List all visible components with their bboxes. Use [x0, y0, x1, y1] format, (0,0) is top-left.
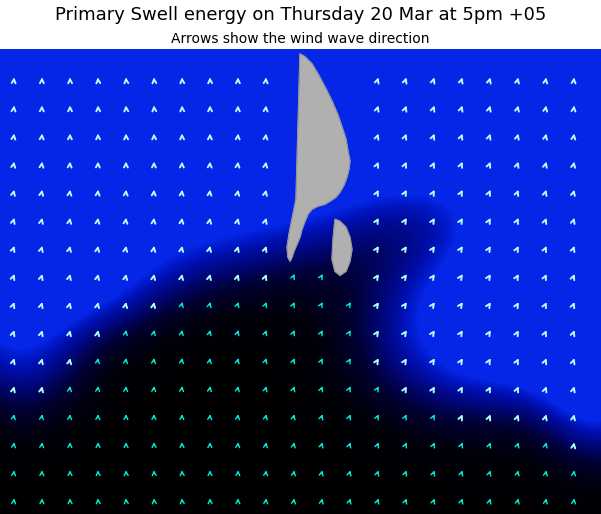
Text: Primary Swell energy on Thursday 20 Mar at 5pm +05: Primary Swell energy on Thursday 20 Mar …: [55, 6, 546, 24]
Polygon shape: [332, 219, 352, 276]
Text: Arrows show the wind wave direction: Arrows show the wind wave direction: [171, 32, 430, 46]
Polygon shape: [287, 54, 350, 261]
